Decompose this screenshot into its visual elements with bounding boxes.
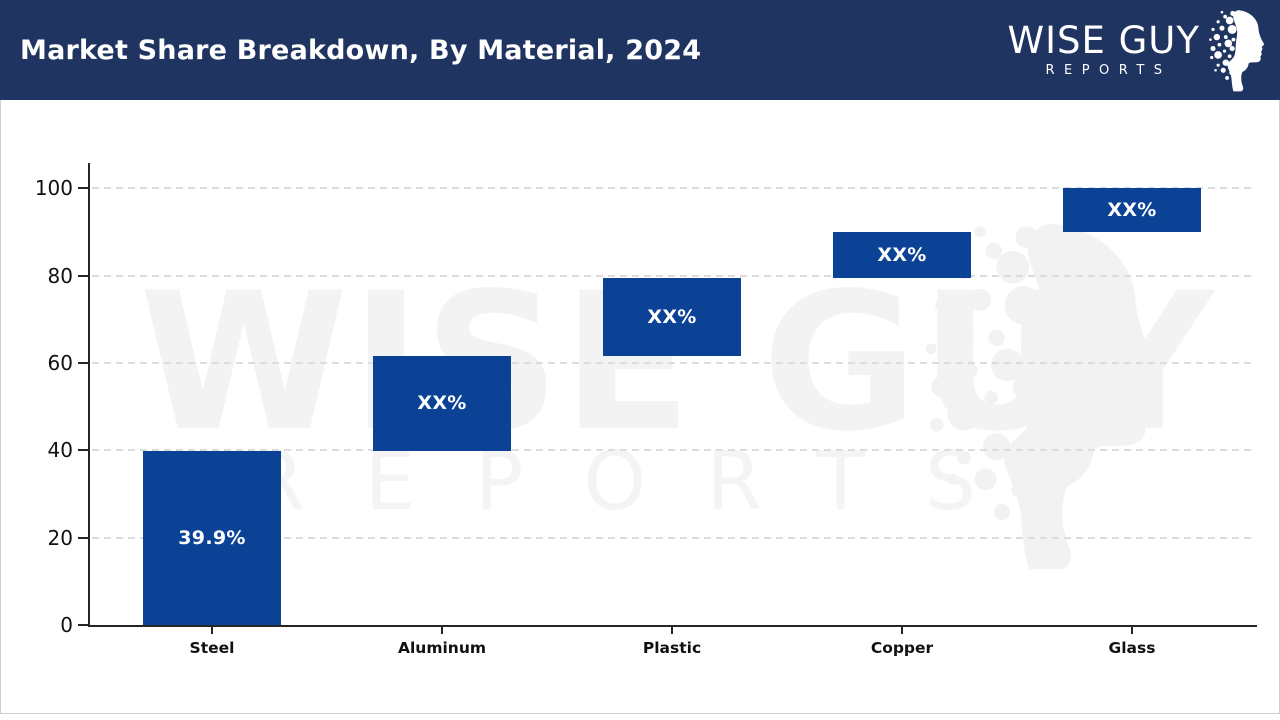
y-tick-40: [78, 449, 88, 452]
x-tick-plastic: [671, 627, 673, 634]
page-title: Market Share Breakdown, By Material, 202…: [20, 34, 702, 66]
chart-card: WISE GUY REPORTS 39.9%XX%XX%XX%XX% 02040…: [0, 100, 1280, 714]
y-tick-label-60: 60: [47, 350, 73, 375]
y-tick-label-80: 80: [47, 263, 73, 288]
bar-copper: XX%: [833, 231, 971, 279]
gridline-80: [92, 274, 1256, 277]
y-tick-label-20: 20: [47, 525, 73, 550]
header: Market Share Breakdown, By Material, 202…: [0, 0, 1280, 100]
gridline-40: [92, 449, 1256, 452]
logo-wordmark: WISE GUY REPORTS: [1008, 22, 1200, 78]
gridline-60: [92, 362, 1256, 364]
bar-aluminum: XX%: [373, 355, 511, 451]
logo-wordmark-line2: REPORTS: [1045, 63, 1172, 78]
x-axis-label-aluminum: Aluminum: [397, 639, 487, 657]
watermark-subtext: REPORTS: [249, 435, 1036, 528]
x-tick-steel: [211, 627, 213, 634]
y-tick-60: [78, 361, 88, 364]
y-tick-0: [78, 624, 88, 626]
bar-value-label-steel: 39.9%: [178, 526, 246, 549]
y-tick-100: [78, 187, 88, 190]
y-axis-labels: 0 20 40 60 80 100: [1, 163, 73, 637]
x-axis-label-glass: Glass: [1108, 639, 1156, 657]
x-tick-glass: [1131, 627, 1133, 634]
x-tick-aluminum: [441, 627, 443, 634]
plot-area: 39.9% XX% XX% XX% XX%: [90, 163, 1256, 625]
bar-plastic: XX%: [603, 278, 741, 356]
bar-value-label-aluminum: XX%: [417, 392, 467, 415]
x-tick-copper: [901, 627, 903, 634]
gridline-100: [92, 187, 1256, 190]
y-tick-80: [78, 274, 88, 277]
y-tick-label-40: 40: [47, 438, 73, 463]
y-axis-line: [88, 163, 90, 627]
y-tick-20: [78, 536, 88, 539]
wise-guy-reports-logo: WISE GUY REPORTS: [1008, 9, 1268, 92]
bar-value-label-copper: XX%: [877, 243, 927, 266]
bar-steel: 39.9%: [143, 450, 281, 625]
logo-head-icon: [1209, 9, 1264, 91]
bar-value-label-glass: XX%: [1107, 198, 1157, 221]
logo-wordmark-line1: WISE GUY: [1007, 19, 1200, 62]
x-axis-label-copper: Copper: [870, 639, 934, 657]
x-axis-label-steel: Steel: [189, 639, 235, 657]
y-tick-label-100: 100: [34, 176, 73, 201]
y-tick-label-0: 0: [60, 613, 73, 637]
x-axis-line: [88, 625, 1257, 627]
x-axis-label-plastic: Plastic: [642, 639, 702, 657]
bar-glass: XX%: [1063, 188, 1201, 232]
gridline-20: [92, 536, 1256, 539]
bar-value-label-plastic: XX%: [647, 305, 697, 328]
